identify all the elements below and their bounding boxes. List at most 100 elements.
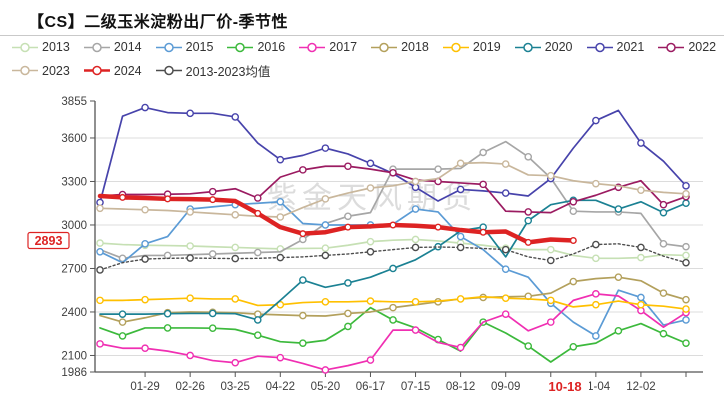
series-line: [99, 295, 687, 310]
y-tick-label: 2700: [61, 263, 87, 275]
series-marker: [501, 160, 510, 168]
x-tick-label: 08-12: [446, 381, 475, 393]
x-callout-box: [542, 378, 589, 394]
series-marker: [592, 300, 600, 309]
series-marker: [524, 208, 533, 216]
series-marker: [682, 251, 690, 260]
series-marker: [118, 318, 127, 326]
legend-item-2016[interactable]: 2016: [227, 40, 285, 54]
series-marker: [456, 243, 465, 252]
legend-item-label: 2017: [329, 40, 358, 54]
series-marker: [321, 195, 330, 203]
series-marker: [231, 295, 240, 303]
series-marker: [501, 245, 510, 254]
series-marker: [682, 242, 690, 251]
series-marker: [456, 295, 465, 303]
legend-item-2021[interactable]: 2021: [586, 40, 644, 54]
series-marker: [208, 324, 217, 333]
legend-item-label: 2015: [185, 40, 214, 54]
series-marker: [96, 239, 104, 247]
series-marker: [659, 240, 668, 248]
series-marker: [96, 266, 104, 274]
series-2017: [96, 290, 690, 374]
series-marker: [96, 204, 104, 213]
legend-item-2015[interactable]: 2015: [155, 40, 214, 54]
series-marker: [659, 200, 668, 209]
series-marker: [479, 148, 487, 157]
series-marker: [276, 155, 285, 164]
series-marker: [614, 273, 623, 281]
series-marker: [637, 253, 645, 262]
series-marker: [276, 253, 285, 262]
series-marker: [637, 243, 645, 252]
series-marker: [231, 358, 240, 367]
series-marker: [163, 251, 172, 260]
series-marker: [366, 356, 375, 364]
series-marker: [254, 209, 262, 217]
series-marker: [186, 294, 194, 302]
series-marker: [186, 242, 194, 250]
series-2023: [96, 159, 690, 221]
legend-item-2017[interactable]: 2017: [299, 40, 357, 54]
legend-item-2013-2023均值[interactable]: 2013-2023均值: [155, 61, 270, 80]
series-line: [99, 292, 687, 371]
series-marker: [501, 294, 510, 302]
series-marker: [366, 237, 375, 246]
series-marker: [411, 326, 420, 334]
legend-row-2: 2023 2024 2013-2023均值: [12, 61, 284, 80]
legend-item-2023[interactable]: 2023: [12, 64, 70, 78]
series-marker: [321, 366, 330, 374]
series-marker: [321, 298, 330, 306]
series-marker: [344, 279, 352, 287]
series-2024: [97, 193, 577, 246]
legend-item-2020[interactable]: 2020: [514, 40, 573, 54]
legend-item-2022[interactable]: 2022: [658, 40, 716, 54]
series-marker: [682, 305, 690, 313]
series-marker: [569, 207, 578, 215]
series-marker: [546, 318, 555, 326]
series-marker: [253, 194, 262, 202]
legend-item-2019[interactable]: 2019: [442, 40, 501, 54]
x-tick-label: 01-29: [130, 381, 159, 393]
series-marker: [389, 168, 397, 177]
legend-marker-icon: [83, 42, 110, 52]
legend-item-2014[interactable]: 2014: [83, 40, 142, 54]
y-tick-label: 2400: [61, 307, 87, 319]
legend-item-label: 2020: [544, 40, 573, 54]
series-marker: [637, 293, 645, 302]
series-marker: [141, 255, 149, 263]
series-marker: [208, 187, 217, 196]
series-marker: [118, 254, 127, 263]
legend-item-2024[interactable]: 2024: [83, 64, 142, 78]
series-marker: [344, 223, 352, 231]
series-marker: [569, 236, 577, 244]
series-marker: [592, 332, 600, 340]
series-marker: [96, 340, 104, 348]
series-marker: [434, 165, 442, 173]
y-tick-label: 3855: [61, 96, 87, 108]
series-marker: [569, 197, 578, 206]
series-marker: [682, 339, 690, 347]
series-marker: [321, 251, 330, 260]
y-tick-label: 3600: [61, 133, 87, 145]
series-marker: [592, 179, 600, 188]
y-callout-label: 2893: [35, 234, 63, 248]
series-marker: [411, 235, 420, 244]
series-marker: [299, 339, 307, 347]
legend-item-2018[interactable]: 2018: [371, 40, 429, 54]
series-marker: [344, 162, 352, 171]
legend-item-label: 2016: [257, 40, 286, 54]
legend-item-2013[interactable]: 2013: [12, 40, 70, 54]
series-marker: [141, 344, 149, 353]
series-marker: [659, 208, 668, 217]
series-line: [99, 161, 687, 218]
legend-row-1: 2013 2014 2015 2016 2017 2018 2019 2020 2021 2022: [12, 40, 724, 54]
y-tick-label: 2100: [61, 350, 87, 362]
series-marker: [209, 196, 217, 204]
series-marker: [637, 186, 645, 194]
series-marker: [614, 327, 623, 335]
series-marker: [592, 240, 600, 249]
series-marker: [141, 103, 149, 112]
series-marker: [456, 159, 465, 168]
series-marker: [299, 235, 307, 244]
